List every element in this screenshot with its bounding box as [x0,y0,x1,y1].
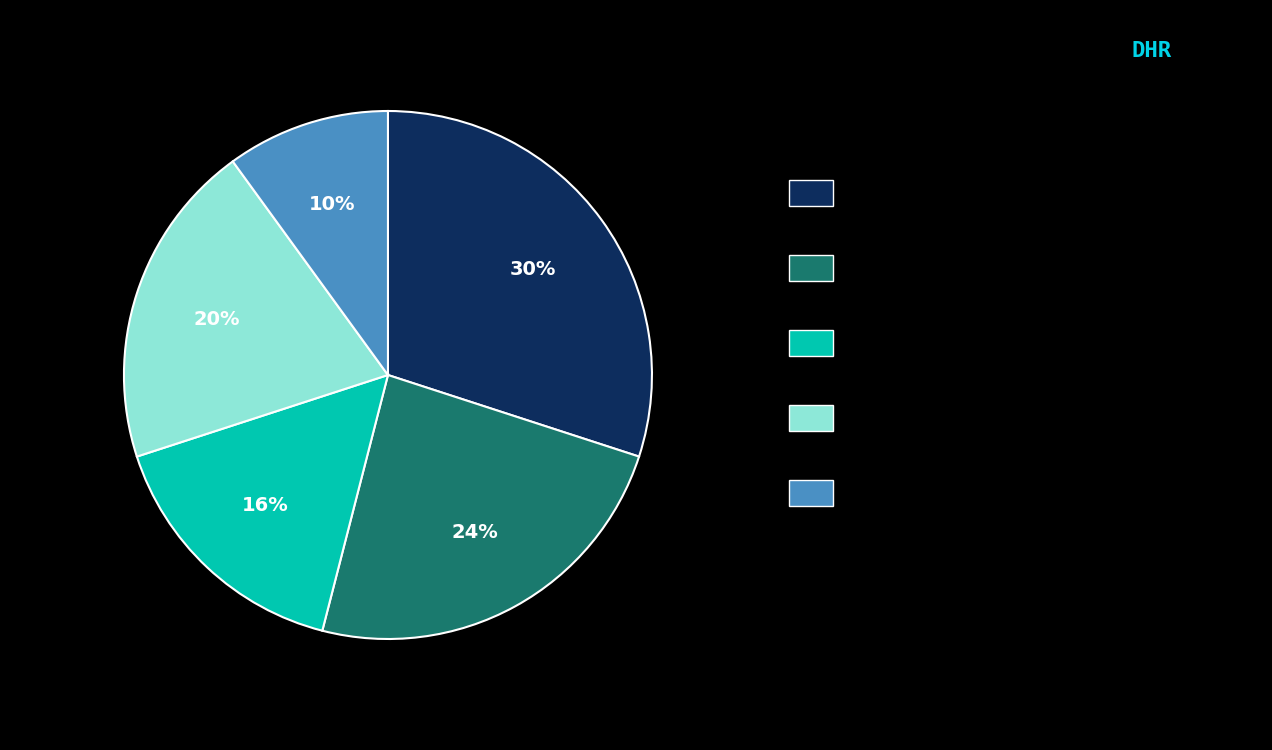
Text: Cobalt: Cobalt [852,411,902,426]
Wedge shape [137,375,388,631]
Text: 10%: 10% [309,195,356,214]
Text: 20%: 20% [193,310,240,329]
Wedge shape [322,375,639,639]
Text: Others: Others [852,486,903,501]
Text: Steel: Steel [852,336,892,351]
Wedge shape [233,111,388,375]
Wedge shape [388,111,653,457]
Wedge shape [123,161,388,457]
Text: DHR: DHR [1131,41,1172,62]
Text: 16%: 16% [242,496,289,515]
Text: 24%: 24% [452,523,497,542]
Text: Titanium: Titanium [852,186,920,201]
Text: 30%: 30% [510,260,556,279]
Text: Nickel: Nickel [852,261,898,276]
